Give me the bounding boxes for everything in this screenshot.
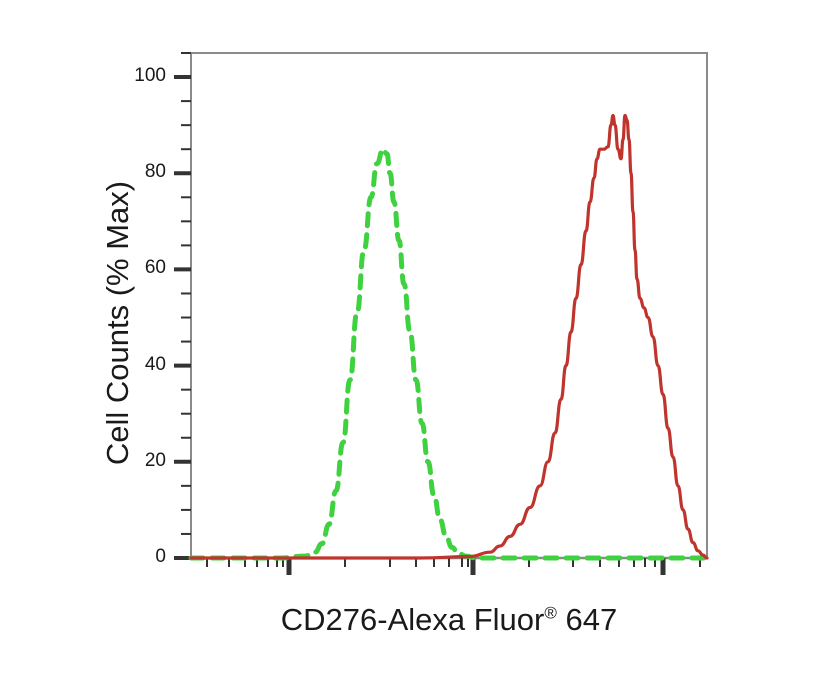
y-axis-tick-label: 100 (134, 65, 166, 87)
y-axis-tick-label: 20 (144, 449, 166, 471)
plot-frame (190, 52, 708, 560)
y-axis-tick-label: 80 (144, 161, 166, 183)
y-axis-tick-label: 40 (144, 353, 166, 375)
isotype-control-curve (188, 146, 710, 561)
plot-border (190, 52, 708, 558)
x-axis-title-main: CD276-Alexa Fluor (280, 602, 545, 637)
y-axis-tick-label: 0 (155, 546, 166, 567)
x-axis-ticks (206, 558, 701, 575)
y-axis-tick-label: 60 (144, 257, 166, 279)
x-axis-title: CD276-Alexa Fluor® 647 (191, 602, 707, 638)
registered-trademark-icon: ® (544, 603, 557, 623)
y-axis-ticks (174, 52, 191, 560)
stained-sample-curve (189, 113, 709, 560)
x-axis-title-tail: 647 (556, 602, 618, 637)
data-series-group (188, 113, 710, 561)
